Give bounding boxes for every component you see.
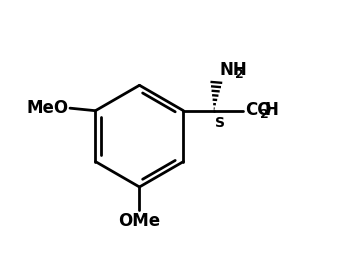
Text: MeO: MeO — [27, 99, 69, 117]
Text: 2: 2 — [235, 68, 244, 81]
Text: OMe: OMe — [118, 212, 160, 230]
Text: 2: 2 — [260, 107, 269, 121]
Text: CO: CO — [245, 101, 271, 119]
Text: H: H — [264, 101, 278, 119]
Text: NH: NH — [219, 61, 247, 79]
Text: S: S — [215, 116, 225, 130]
